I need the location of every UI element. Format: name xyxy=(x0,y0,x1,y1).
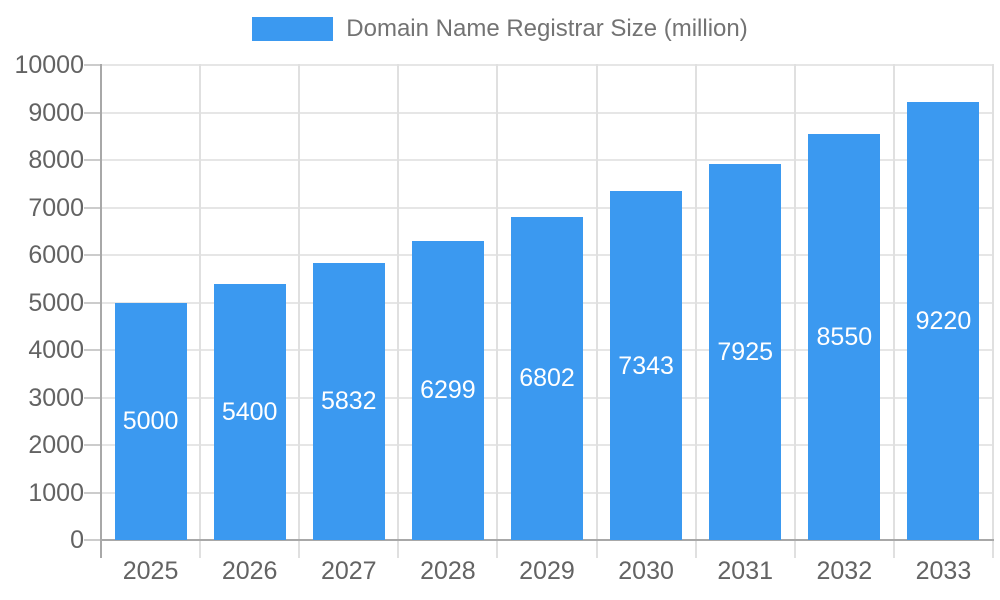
gridline-v xyxy=(892,64,895,558)
x-axis-tick-label: 2032 xyxy=(816,557,873,585)
y-axis-tick-mark xyxy=(84,539,101,541)
y-axis-tick-mark xyxy=(84,111,101,114)
y-axis-tick-label: 1000 xyxy=(28,478,84,507)
bar-value-label: 6299 xyxy=(420,376,476,405)
bar-value-label: 7343 xyxy=(618,351,674,380)
y-axis-tick-mark xyxy=(84,206,101,209)
x-axis-line xyxy=(100,539,994,541)
y-axis-tick-mark xyxy=(84,396,101,399)
y-axis-tick-label: 2000 xyxy=(28,431,84,459)
bar[interactable] xyxy=(808,133,881,540)
gridline-v xyxy=(793,64,796,558)
x-axis-tick-label: 2028 xyxy=(420,557,476,585)
bar-value-label: 6802 xyxy=(519,364,575,393)
bar-value-label: 5400 xyxy=(221,397,278,426)
y-axis-tick-label: 3000 xyxy=(28,383,84,412)
y-axis-tick-label: 6000 xyxy=(28,241,84,269)
gridline-h xyxy=(101,64,993,66)
y-axis-tick-mark xyxy=(84,64,101,66)
bar-value-label: 9220 xyxy=(915,307,972,336)
y-axis-tick-label: 9000 xyxy=(28,98,84,127)
x-axis-tick-label: 2031 xyxy=(717,557,774,585)
y-axis-tick-label: 5000 xyxy=(28,288,84,317)
gridline-v xyxy=(496,64,499,558)
y-axis-tick-mark xyxy=(84,159,101,161)
x-axis-tick-label: 2029 xyxy=(519,557,575,585)
bar-value-label: 8550 xyxy=(816,322,873,351)
gridline-h xyxy=(101,206,993,209)
gridline-v xyxy=(992,64,994,558)
legend: Domain Name Registrar Size (million) xyxy=(0,17,1000,41)
gridline-h xyxy=(101,111,993,114)
y-axis-tick-mark xyxy=(84,301,101,304)
bar[interactable] xyxy=(511,216,583,540)
gridline-v xyxy=(694,64,697,558)
gridline-v xyxy=(298,64,301,558)
y-axis-tick-mark xyxy=(84,254,101,256)
legend-item[interactable]: Domain Name Registrar Size (million) xyxy=(252,15,748,42)
legend-swatch xyxy=(252,17,334,41)
bar[interactable] xyxy=(312,262,385,540)
bar[interactable] xyxy=(907,102,980,540)
y-axis-line xyxy=(100,64,102,558)
y-axis-tick-label: 7000 xyxy=(28,193,84,222)
y-axis-tick-label: 8000 xyxy=(28,146,84,174)
x-axis-tick-label: 2030 xyxy=(618,557,674,585)
gridline-v xyxy=(199,64,202,558)
bar[interactable] xyxy=(213,283,286,540)
y-axis-tick-mark xyxy=(84,349,101,351)
y-axis-tick-label: 4000 xyxy=(28,336,84,364)
gridline-v xyxy=(595,64,598,558)
bar[interactable] xyxy=(610,191,683,540)
bar[interactable] xyxy=(709,163,782,540)
y-axis-tick-label: 0 xyxy=(70,526,84,554)
gridline-h xyxy=(101,159,993,161)
x-axis-tick-label: 2026 xyxy=(221,557,278,585)
gridline-v xyxy=(397,64,400,558)
x-axis-tick-label: 2027 xyxy=(320,557,377,585)
bar[interactable] xyxy=(411,240,484,540)
bar-value-label: 5000 xyxy=(122,407,179,436)
bar-value-label: 7925 xyxy=(717,337,774,366)
bar-value-label: 5832 xyxy=(320,387,377,416)
y-axis-tick-mark xyxy=(84,444,101,446)
bar[interactable] xyxy=(114,302,187,540)
y-axis-tick-mark xyxy=(84,491,101,494)
y-axis-tick-label: 10000 xyxy=(14,51,84,79)
x-axis-tick-label: 2025 xyxy=(122,557,179,585)
legend-label: Domain Name Registrar Size (million) xyxy=(346,15,748,42)
x-axis-tick-label: 2033 xyxy=(915,557,972,585)
